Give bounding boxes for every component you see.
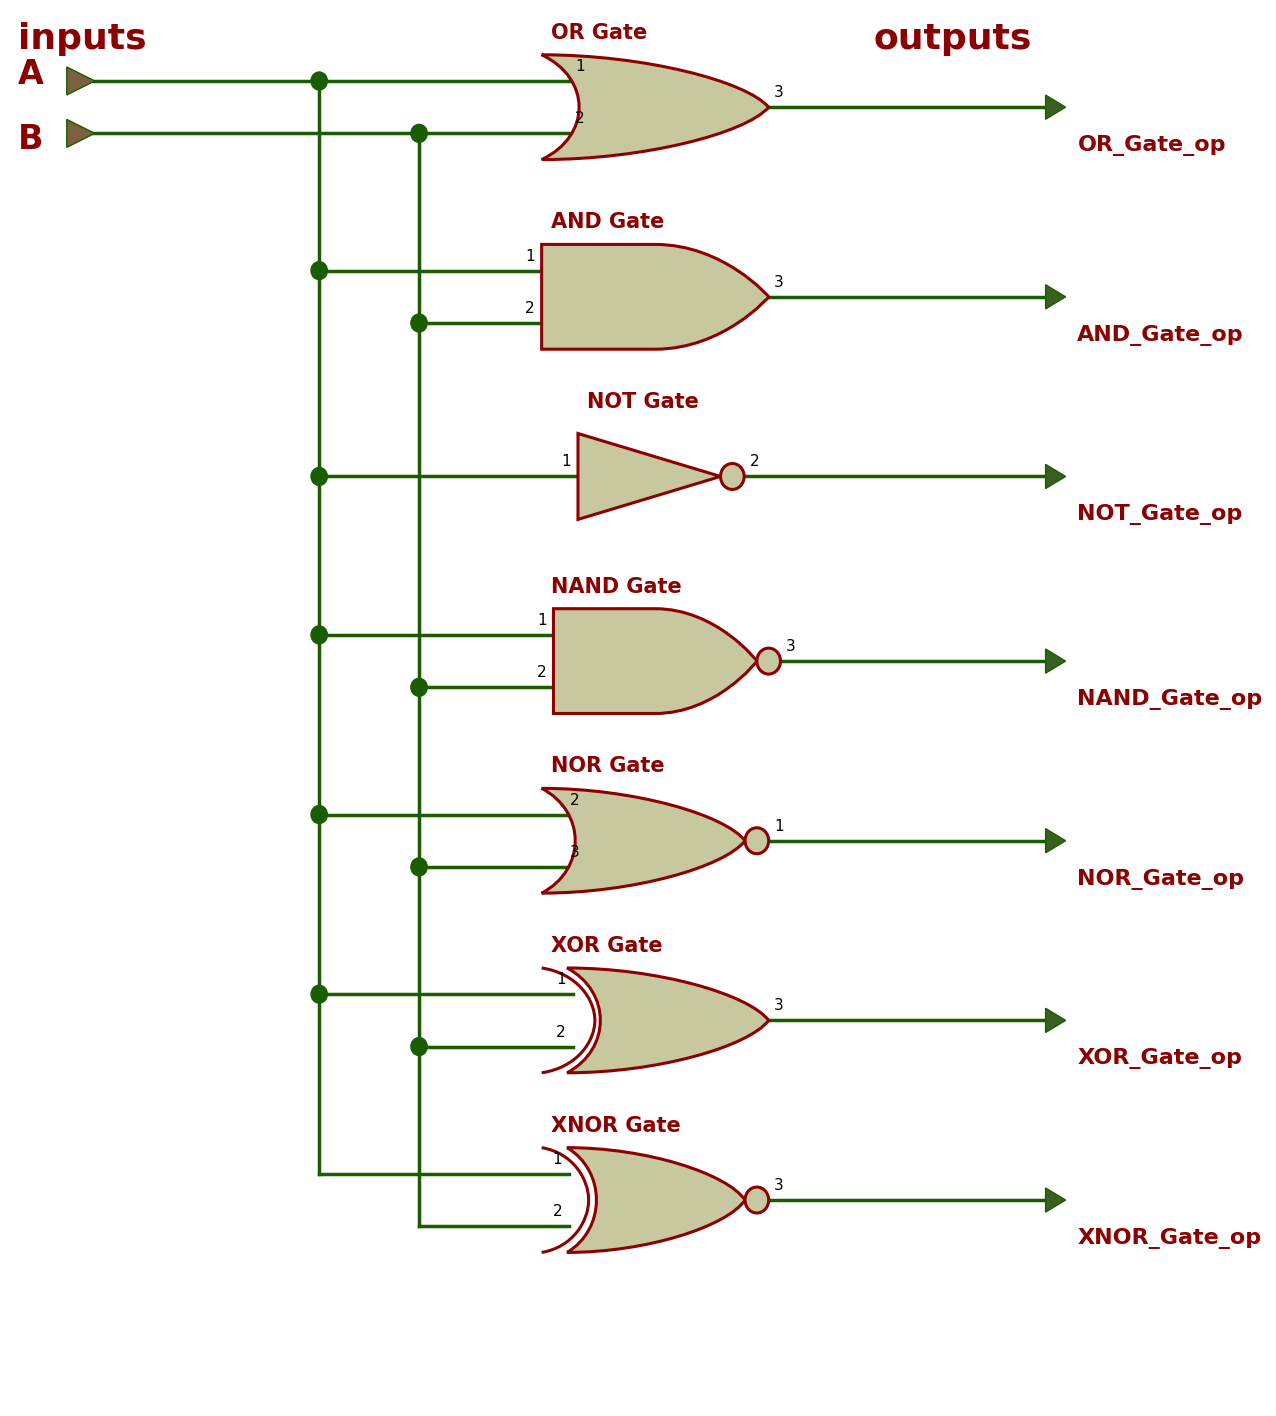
Text: AND_Gate_op: AND_Gate_op xyxy=(1077,324,1244,346)
Text: 2: 2 xyxy=(575,112,584,126)
Text: NOR Gate: NOR Gate xyxy=(551,756,665,776)
Text: OR_Gate_op: OR_Gate_op xyxy=(1077,135,1226,156)
Text: NOT Gate: NOT Gate xyxy=(587,392,699,412)
Text: 2: 2 xyxy=(570,793,579,807)
Circle shape xyxy=(311,467,328,486)
Polygon shape xyxy=(1045,649,1065,673)
Text: 1: 1 xyxy=(556,973,567,987)
Polygon shape xyxy=(1045,95,1065,119)
Text: A: A xyxy=(18,58,43,92)
Circle shape xyxy=(311,262,328,279)
Text: 3: 3 xyxy=(775,1178,783,1194)
Circle shape xyxy=(745,1187,768,1214)
PathPatch shape xyxy=(578,433,721,520)
PathPatch shape xyxy=(567,969,768,1073)
Text: XOR Gate: XOR Gate xyxy=(551,936,662,956)
Text: NOT_Gate_op: NOT_Gate_op xyxy=(1077,504,1243,525)
Circle shape xyxy=(721,463,744,490)
Text: NAND Gate: NAND Gate xyxy=(551,576,681,596)
Circle shape xyxy=(757,649,781,674)
Text: 2: 2 xyxy=(749,455,759,470)
Circle shape xyxy=(745,828,768,854)
Text: 1: 1 xyxy=(526,249,535,263)
Text: 3: 3 xyxy=(775,85,783,101)
Text: OR Gate: OR Gate xyxy=(551,23,647,42)
Text: NOR_Gate_op: NOR_Gate_op xyxy=(1077,868,1244,889)
Text: XNOR_Gate_op: XNOR_Gate_op xyxy=(1077,1228,1262,1249)
Text: 3: 3 xyxy=(570,845,579,860)
Text: 2: 2 xyxy=(526,302,535,316)
Text: 1: 1 xyxy=(537,613,546,627)
Text: XNOR Gate: XNOR Gate xyxy=(551,1116,680,1136)
Text: 2: 2 xyxy=(553,1204,563,1219)
Text: 1: 1 xyxy=(575,59,584,74)
Circle shape xyxy=(411,314,427,331)
Circle shape xyxy=(311,626,328,644)
Circle shape xyxy=(311,986,328,1003)
Polygon shape xyxy=(1045,464,1065,489)
Circle shape xyxy=(311,806,328,824)
Polygon shape xyxy=(1045,1008,1065,1032)
Text: 1: 1 xyxy=(561,455,572,470)
Polygon shape xyxy=(66,119,94,147)
Text: AND Gate: AND Gate xyxy=(551,212,664,232)
PathPatch shape xyxy=(567,1147,745,1252)
Text: 2: 2 xyxy=(556,1025,567,1039)
Text: 1: 1 xyxy=(553,1151,563,1167)
PathPatch shape xyxy=(541,55,768,160)
Text: inputs: inputs xyxy=(18,23,147,57)
Polygon shape xyxy=(1045,285,1065,309)
Polygon shape xyxy=(1045,828,1065,852)
Text: outputs: outputs xyxy=(873,23,1031,57)
Text: XOR_Gate_op: XOR_Gate_op xyxy=(1077,1048,1243,1069)
Polygon shape xyxy=(66,67,94,95)
Text: 1: 1 xyxy=(775,818,783,834)
Circle shape xyxy=(411,858,427,877)
Text: B: B xyxy=(18,123,43,156)
PathPatch shape xyxy=(554,609,757,714)
Polygon shape xyxy=(1045,1188,1065,1212)
PathPatch shape xyxy=(541,789,745,893)
Circle shape xyxy=(411,125,427,143)
Text: 3: 3 xyxy=(786,639,796,654)
Text: NAND_Gate_op: NAND_Gate_op xyxy=(1077,690,1262,709)
Circle shape xyxy=(411,1038,427,1055)
Circle shape xyxy=(411,678,427,697)
Text: 3: 3 xyxy=(775,998,783,1014)
Text: 2: 2 xyxy=(537,666,546,680)
PathPatch shape xyxy=(541,245,768,350)
Circle shape xyxy=(311,72,328,91)
Text: 3: 3 xyxy=(775,275,783,290)
